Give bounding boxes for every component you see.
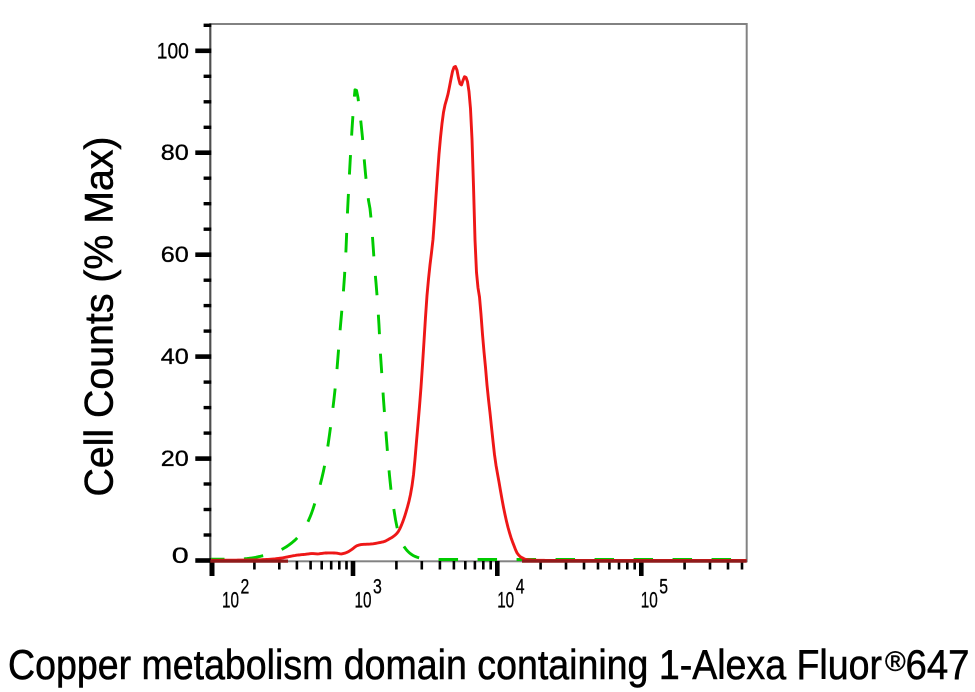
svg-text:60: 60 [161, 242, 189, 267]
svg-text:®: ® [885, 646, 906, 677]
svg-text:80: 80 [161, 140, 189, 165]
svg-text:647: 647 [906, 641, 970, 688]
svg-text:4: 4 [516, 576, 525, 599]
svg-text:100: 100 [157, 38, 189, 63]
svg-text:40: 40 [161, 344, 189, 369]
svg-text:10: 10 [497, 588, 514, 613]
svg-text:3: 3 [373, 576, 382, 599]
svg-text:Cell Counts (% Max): Cell Counts (% Max) [78, 137, 122, 497]
svg-text:0: 0 [172, 543, 189, 568]
svg-text:Copper metabolism domain conta: Copper metabolism domain containing 1-Al… [8, 641, 882, 688]
svg-text:5: 5 [659, 576, 668, 599]
svg-text:10: 10 [641, 588, 658, 613]
svg-text:20: 20 [161, 446, 189, 471]
svg-text:2: 2 [241, 576, 250, 599]
svg-text:10: 10 [222, 588, 239, 613]
svg-text:10: 10 [355, 588, 372, 613]
